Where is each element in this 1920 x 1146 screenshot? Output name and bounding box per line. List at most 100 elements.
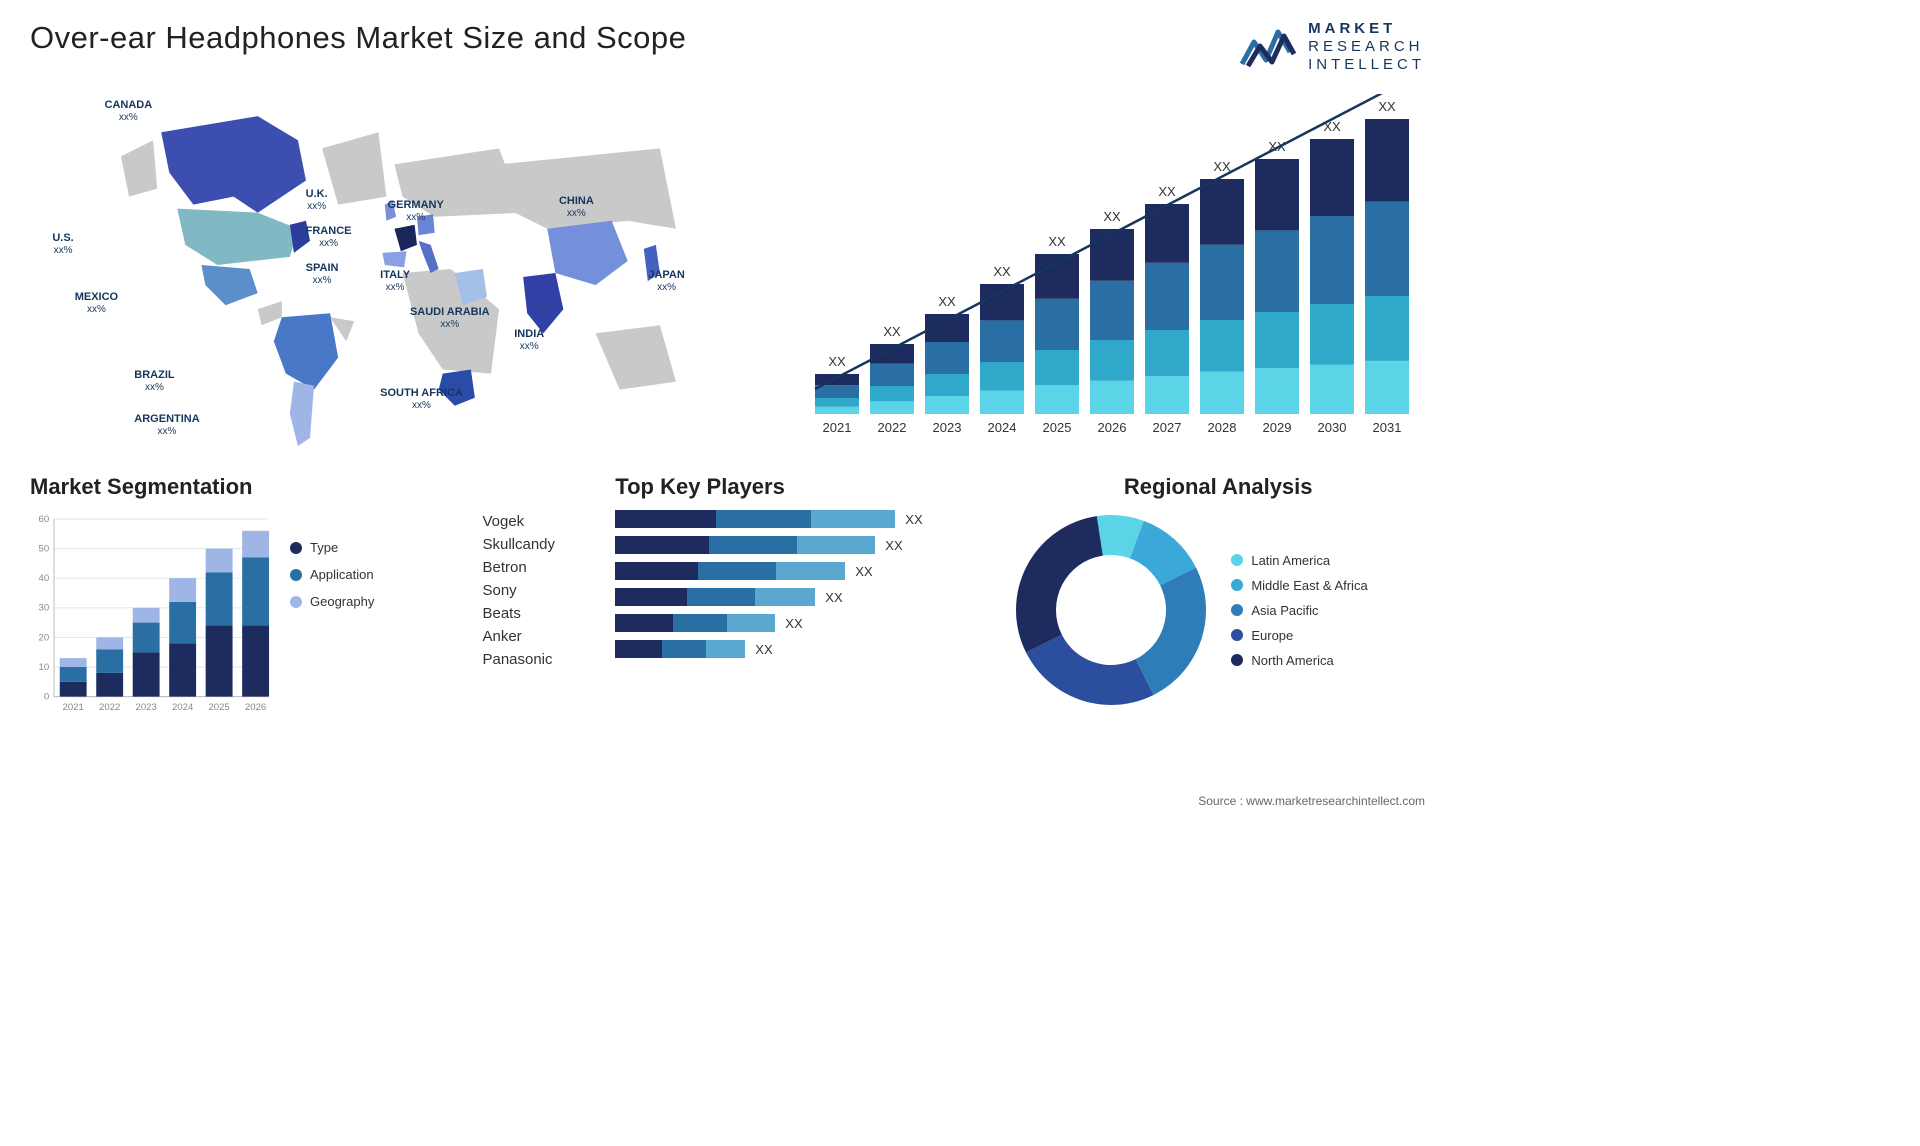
seg-bar-2025-type [206,626,233,697]
growth-bar-2028-seg2 [1200,245,1244,320]
svg-text:60: 60 [39,514,50,525]
seg-bar-2025-application [206,572,233,625]
key-players-chart: XXXXXXXXXXXX [615,510,991,658]
source-text: Source : www.marketresearchintellect.com [1198,794,1425,808]
regional-section: Regional Analysis Latin AmericaMiddle Ea… [1011,474,1425,720]
seg-bar-2023-application [133,623,160,653]
kp-bar-label-5: XX [755,642,772,657]
map-label-saudi-arabia: SAUDI ARABIAxx% [410,306,490,330]
map-label-china: CHINAxx% [559,195,594,219]
svg-text:0: 0 [44,691,49,702]
kp-bar-4-seg0 [615,614,673,632]
map-region-france [394,225,417,252]
seg-bar-2024-application [169,602,196,643]
kp-bar-2-seg1 [698,562,776,580]
seg-bar-2023-geography [133,608,160,623]
map-region-mexico [201,265,257,305]
map-label-spain: SPAINxx% [306,262,339,286]
growth-bar-2021-seg1 [815,398,859,407]
seg-bar-2025-geography [206,549,233,573]
growth-year-2029: 2029 [1263,420,1292,435]
map-label-japan: JAPANxx% [648,269,684,293]
map-label-france: FRANCExx% [306,225,352,249]
kp-bar-5: XX [615,640,991,658]
growth-bar-2031-seg2 [1365,202,1409,296]
growth-bar-2025-seg0 [1035,385,1079,414]
regional-legend: Latin AmericaMiddle East & AfricaAsia Pa… [1231,553,1367,668]
growth-bar-2029-seg1 [1255,312,1299,368]
growth-bar-2022-seg3 [870,344,914,364]
growth-bar-2022-seg2 [870,364,914,386]
growth-bar-2028-seg3 [1200,179,1244,245]
map-region-italy [419,241,439,273]
seg-legend-application: Application [290,567,374,582]
segmentation-section: Market Segmentation 01020304050602021202… [30,474,462,720]
players-list: VogekSkullcandyBetronSonyBeatsAnkerPanas… [482,513,592,668]
growth-bar-2025-seg3 [1035,254,1079,299]
growth-svg: XX2021XX2022XX2023XX2024XX2025XX2026XX20… [805,94,1425,454]
segmentation-title: Market Segmentation [30,474,462,500]
kp-bar-label-3: XX [825,590,842,605]
kp-bar-2-seg0 [615,562,698,580]
growth-bar-2021-seg2 [815,385,859,398]
segmentation-chart: 0102030405060202120222023202420252026 [30,510,270,720]
logo: MARKET RESEARCH INTELLECT [1238,20,1425,74]
logo-text: MARKET RESEARCH INTELLECT [1308,20,1425,74]
kp-bar-0-seg0 [615,510,716,528]
growth-bar-2027-seg0 [1145,376,1189,414]
svg-text:2024: 2024 [172,702,194,713]
kp-bar-5-seg0 [615,640,662,658]
growth-bar-label-2025: XX [1048,234,1066,249]
growth-bar-2028-seg1 [1200,320,1244,372]
player-betron: Betron [482,559,592,576]
growth-bar-2026-seg0 [1090,381,1134,414]
seg-bar-2022-application [96,649,123,673]
svg-text:20: 20 [39,632,50,643]
growth-bar-2028-seg0 [1200,372,1244,414]
growth-year-2022: 2022 [878,420,907,435]
growth-bar-chart: XX2021XX2022XX2023XX2024XX2025XX2026XX20… [805,94,1425,454]
kp-bar-4-seg1 [673,614,727,632]
map-label-u.k.: U.K.xx% [306,188,328,212]
growth-year-2031: 2031 [1373,420,1402,435]
svg-text:10: 10 [39,662,50,673]
seg-bar-2024-geography [169,578,196,602]
key-players-section: Top Key Players XXXXXXXXXXXX [615,474,991,720]
kp-bar-5-seg1 [662,640,706,658]
growth-year-2024: 2024 [988,420,1017,435]
reg-legend-latin-america: Latin America [1231,553,1367,568]
growth-bar-2031-seg1 [1365,296,1409,361]
growth-year-2027: 2027 [1153,420,1182,435]
growth-bar-label-2022: XX [883,324,901,339]
svg-text:2021: 2021 [63,702,84,713]
donut-slice-asia-pacific [1136,567,1206,694]
growth-bar-2031-seg0 [1365,361,1409,414]
growth-bar-label-2024: XX [993,264,1011,279]
growth-bar-2030-seg1 [1310,304,1354,365]
growth-bar-label-2021: XX [828,354,846,369]
seg-bar-2026-type [242,626,269,697]
growth-year-2030: 2030 [1318,420,1347,435]
map-label-germany: GERMANYxx% [388,199,444,223]
donut-slice-europe [1026,635,1153,705]
growth-bar-label-2028: XX [1213,159,1231,174]
map-label-south-africa: SOUTH AFRICAxx% [380,387,463,411]
map-label-brazil: BRAZILxx% [134,369,174,393]
growth-year-2026: 2026 [1098,420,1127,435]
player-panasonic: Panasonic [482,651,592,668]
kp-bar-label-0: XX [905,512,922,527]
growth-bar-2023-seg0 [925,396,969,414]
page-title: Over-ear Headphones Market Size and Scop… [30,20,686,56]
kp-bar-4-seg2 [727,614,775,632]
kp-bar-2-seg2 [776,562,845,580]
growth-bar-2029-seg3 [1255,159,1299,230]
growth-bar-2022-seg0 [870,401,914,414]
kp-bar-label-1: XX [885,538,902,553]
growth-bar-2029-seg2 [1255,230,1299,312]
seg-bar-2023-type [133,652,160,696]
player-anker: Anker [482,628,592,645]
world-map: CANADAxx%U.S.xx%MEXICOxx%BRAZILxx%ARGENT… [30,84,775,454]
kp-bar-0-seg2 [811,510,895,528]
growth-bar-2026-seg3 [1090,229,1134,281]
map-label-argentina: ARGENTINAxx% [134,413,199,437]
